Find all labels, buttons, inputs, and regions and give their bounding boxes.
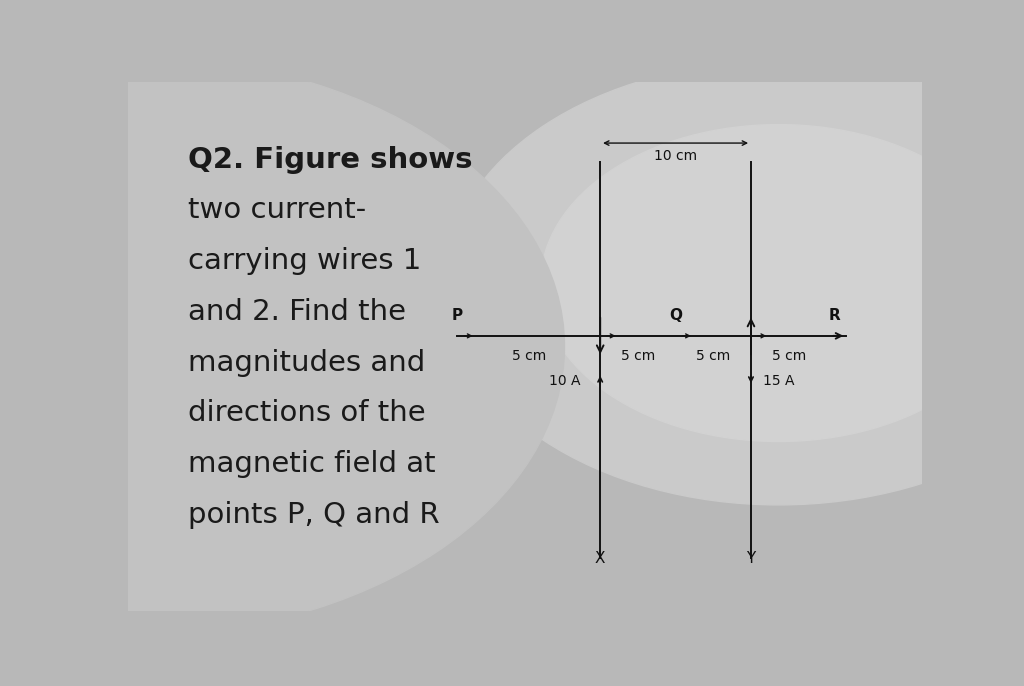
- Text: two current-: two current-: [187, 196, 366, 224]
- Circle shape: [445, 61, 1024, 505]
- Text: 10 cm: 10 cm: [654, 150, 697, 163]
- Text: 5 cm: 5 cm: [512, 349, 546, 363]
- Text: 5 cm: 5 cm: [696, 349, 730, 363]
- Text: Y: Y: [746, 551, 756, 566]
- Text: carrying wires 1: carrying wires 1: [187, 247, 421, 275]
- Text: Q: Q: [669, 307, 682, 322]
- Text: and 2. Find the: and 2. Find the: [187, 298, 406, 326]
- Text: Q2. Figure shows: Q2. Figure shows: [187, 145, 472, 174]
- Text: magnitudes and: magnitudes and: [187, 348, 425, 377]
- Circle shape: [541, 125, 1017, 442]
- Text: P: P: [452, 307, 463, 322]
- Text: magnetic field at: magnetic field at: [187, 450, 435, 478]
- Text: X: X: [595, 551, 605, 566]
- Text: points P, Q and R: points P, Q and R: [187, 501, 439, 529]
- Circle shape: [0, 56, 564, 637]
- Text: 15 A: 15 A: [763, 374, 795, 388]
- Text: directions of the: directions of the: [187, 399, 425, 427]
- Text: 5 cm: 5 cm: [621, 349, 655, 363]
- Text: 10 A: 10 A: [549, 374, 581, 388]
- Text: R: R: [828, 307, 840, 322]
- Text: 5 cm: 5 cm: [771, 349, 806, 363]
